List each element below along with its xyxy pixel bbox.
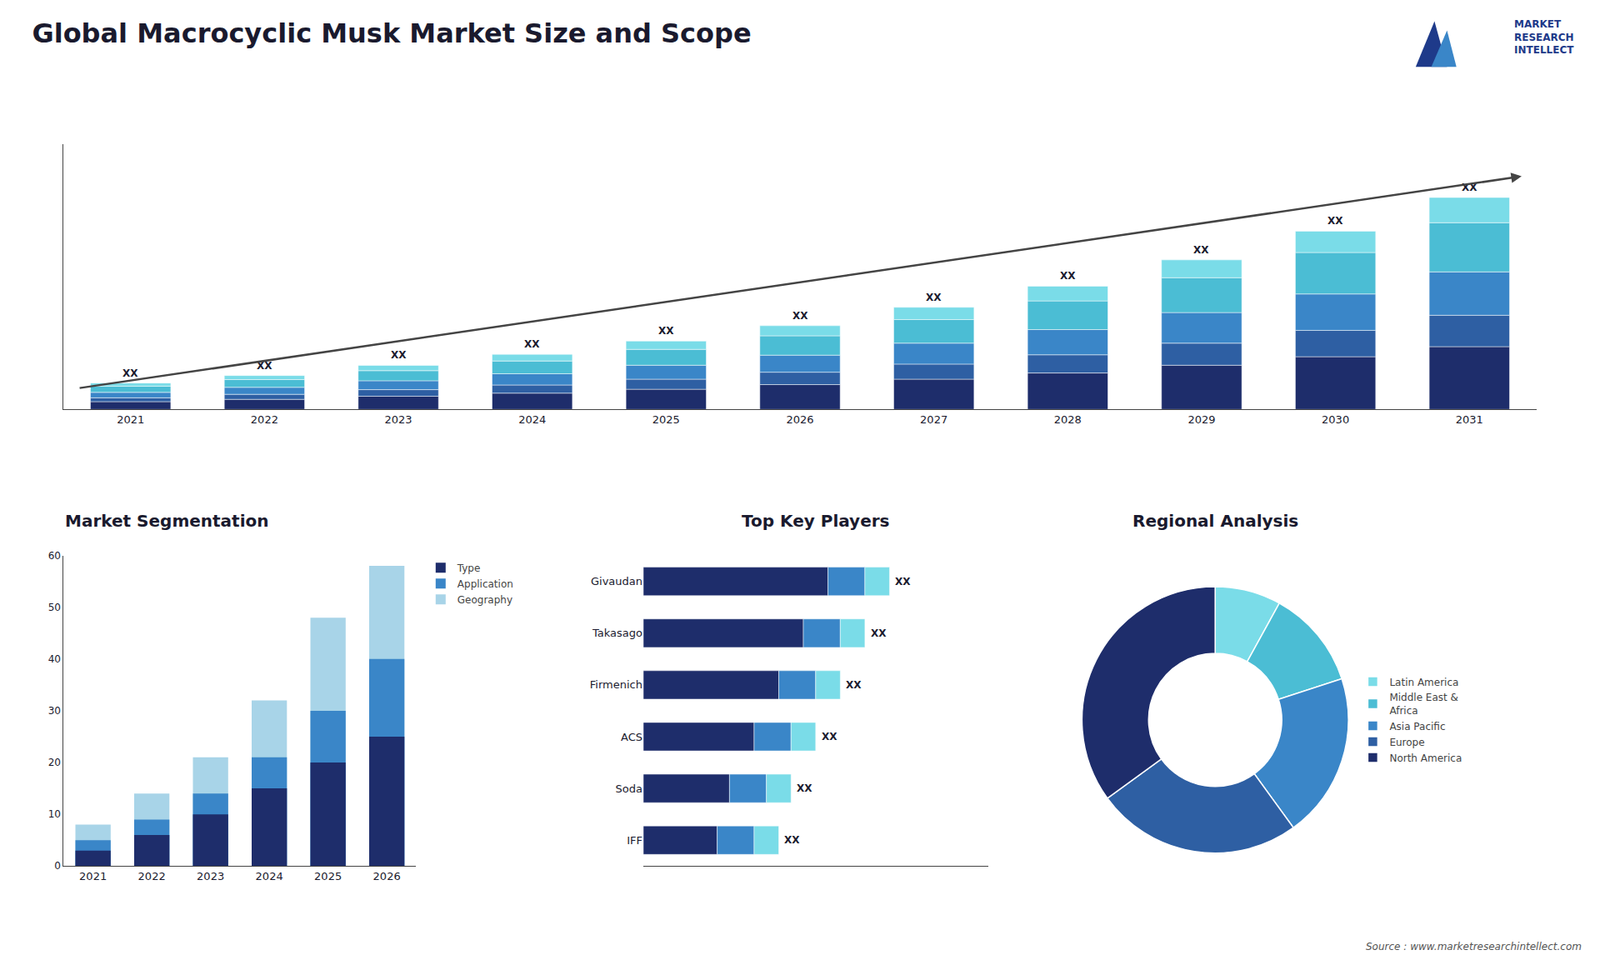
svg-text:2022: 2022 — [250, 413, 279, 426]
svg-text:Source : www.marketresearchint: Source : www.marketresearchintellect.com — [1365, 940, 1582, 953]
svg-text:XX: XX — [821, 730, 838, 743]
svg-text:2024: 2024 — [518, 413, 546, 426]
svg-text:XX: XX — [1327, 215, 1344, 227]
svg-text:2026: 2026 — [373, 870, 401, 883]
svg-text:Market Segmentation: Market Segmentation — [65, 510, 270, 531]
svg-text:ACS: ACS — [620, 730, 643, 744]
svg-text:2026: 2026 — [785, 413, 814, 426]
svg-text:XX: XX — [870, 627, 887, 640]
svg-text:Global Macrocyclic Musk Market: Global Macrocyclic Musk Market Size and … — [31, 17, 751, 50]
svg-text:2023: 2023 — [196, 870, 225, 883]
svg-text:North America: North America — [1389, 752, 1462, 765]
svg-text:2025: 2025 — [652, 413, 680, 426]
svg-text:Regional Analysis: Regional Analysis — [1132, 510, 1299, 531]
svg-text:XX: XX — [658, 325, 675, 337]
svg-text:XX: XX — [784, 834, 800, 846]
svg-text:Takasago: Takasago — [591, 626, 643, 640]
svg-text:XX: XX — [1193, 244, 1210, 256]
svg-text:XX: XX — [122, 367, 139, 380]
svg-text:2031: 2031 — [1455, 413, 1484, 426]
svg-text:2023: 2023 — [384, 413, 412, 426]
svg-text:2025: 2025 — [314, 870, 342, 883]
svg-text:2022: 2022 — [138, 870, 166, 883]
svg-text:XX: XX — [925, 291, 942, 304]
svg-text:Application: Application — [457, 578, 514, 590]
svg-text:10: 10 — [48, 808, 61, 820]
svg-text:2027: 2027 — [920, 413, 948, 426]
svg-text:2024: 2024 — [255, 870, 284, 883]
svg-text:2029: 2029 — [1187, 413, 1215, 426]
svg-text:XX: XX — [256, 360, 273, 372]
svg-text:0: 0 — [54, 860, 61, 872]
svg-text:2028: 2028 — [1054, 413, 1082, 426]
svg-text:Asia Pacific: Asia Pacific — [1389, 720, 1445, 733]
svg-text:Europe: Europe — [1389, 736, 1425, 749]
svg-text:XX: XX — [845, 679, 862, 691]
svg-text:20: 20 — [48, 756, 61, 769]
svg-text:XX: XX — [1060, 270, 1076, 282]
svg-text:XX: XX — [792, 310, 809, 322]
svg-text:XX: XX — [390, 349, 407, 361]
svg-text:Soda: Soda — [615, 782, 643, 795]
svg-text:Type: Type — [456, 562, 481, 575]
svg-text:Givaudan: Givaudan — [590, 575, 643, 588]
svg-text:Top Key Players: Top Key Players — [741, 510, 890, 531]
svg-text:XX: XX — [796, 782, 813, 795]
svg-text:Geography: Geography — [457, 594, 513, 606]
svg-text:30: 30 — [48, 705, 61, 717]
svg-text:XX: XX — [524, 338, 540, 350]
svg-text:40: 40 — [48, 653, 61, 665]
svg-text:XX: XX — [1461, 181, 1478, 194]
svg-text:2030: 2030 — [1321, 413, 1350, 426]
svg-text:MARKETRESEARCHINTELLECT: MARKETRESEARCHINTELLECT — [1514, 18, 1575, 56]
svg-text:IFF: IFF — [626, 834, 643, 847]
svg-text:Middle East &Africa: Middle East &Africa — [1389, 691, 1459, 717]
svg-text:50: 50 — [48, 601, 61, 614]
svg-text:Firmenich: Firmenich — [590, 678, 643, 691]
svg-text:2021: 2021 — [116, 413, 145, 426]
svg-text:60: 60 — [48, 550, 61, 562]
svg-text:2021: 2021 — [79, 870, 107, 883]
svg-text:XX: XX — [895, 575, 911, 588]
svg-text:Latin America: Latin America — [1389, 676, 1459, 689]
